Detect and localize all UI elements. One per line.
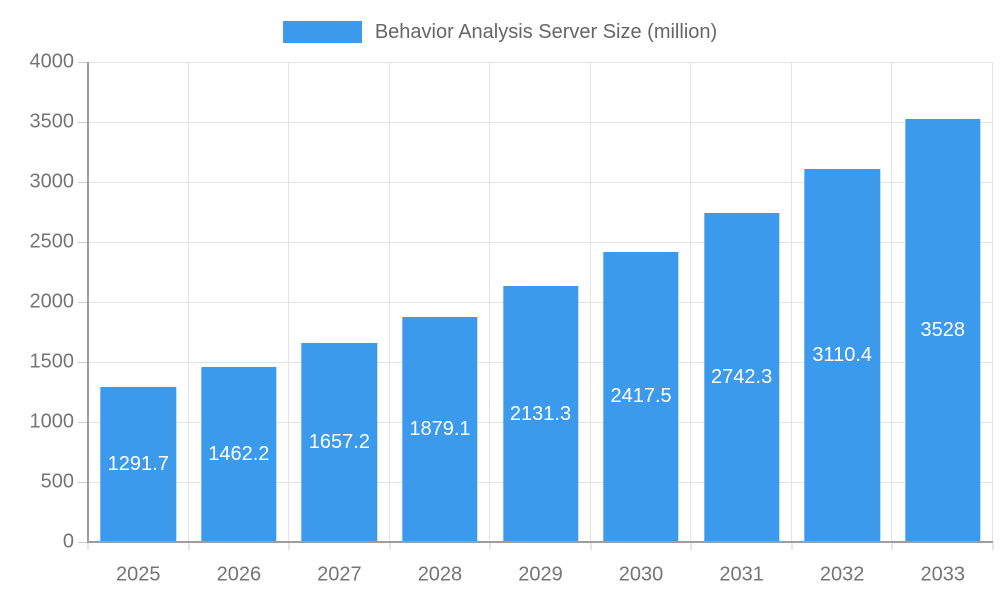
x-tick-mark (489, 542, 491, 550)
bar-value-label: 1657.2 (308, 431, 370, 454)
x-tick-mark (590, 542, 592, 550)
gridline-v (690, 62, 692, 542)
bar-value-label: 1462.2 (208, 442, 270, 465)
gridline-v (187, 62, 189, 542)
legend-swatch-icon (282, 21, 362, 43)
x-tick-label: 2031 (719, 563, 764, 586)
bar-value-label: 2742.3 (711, 365, 773, 388)
x-tick-mark (288, 542, 290, 550)
x-tick-mark (389, 542, 391, 550)
bar-value-label: 3528 (920, 318, 965, 341)
gridline-h (88, 242, 993, 243)
x-tick-label: 2026 (216, 563, 262, 586)
y-tick-label: 3000 (29, 170, 75, 193)
x-tick-label: 2027 (317, 563, 362, 586)
x-tick-mark (791, 542, 793, 550)
bar-2031[interactable]: 2742.3 (703, 212, 780, 542)
x-tick-mark (891, 542, 893, 550)
gridline-v (288, 62, 290, 542)
x-tick-label: 2028 (417, 563, 463, 586)
y-tick-label: 0 (62, 530, 74, 553)
x-tick-mark (87, 542, 89, 550)
bar-value-label: 2417.5 (610, 385, 672, 408)
y-tick-label: 1500 (29, 350, 75, 373)
x-tick-mark (188, 542, 190, 550)
bar-2030[interactable]: 2417.5 (603, 251, 679, 542)
y-tick-mark (78, 302, 88, 303)
bar-value-label: 2131.3 (509, 402, 572, 425)
x-tick-label: 2033 (920, 563, 965, 586)
gridline-h (88, 182, 993, 183)
plot-area: 1291.7 1462.2 1657.2 1879.1 2131.3 2417.5 2742… (78, 62, 993, 543)
y-tick-mark (78, 242, 88, 243)
x-tick-label: 2029 (518, 563, 563, 586)
bar-value-label: 3110.4 (812, 343, 872, 366)
y-tick-mark (78, 62, 88, 63)
y-tick-label: 1000 (29, 410, 75, 433)
x-tick-mark (690, 542, 692, 550)
y-tick-mark (78, 362, 88, 363)
x-tick-label: 2025 (116, 563, 161, 586)
gridline-v (388, 62, 390, 542)
bar-value-label: 1291.7 (107, 453, 169, 475)
y-tick-mark (78, 542, 88, 543)
gridline-v (790, 62, 792, 542)
bar-2033[interactable]: 3528 (905, 118, 981, 542)
bar-2026[interactable]: 1462.2 (201, 366, 277, 542)
legend-label: Behavior Analysis Server Size (million) (374, 21, 718, 43)
bar-2025[interactable]: 1291.7 (100, 387, 176, 542)
x-axis-labels: 2025 2026 2027 2028 2029 2030 2031 2032 2033 (87, 542, 994, 592)
y-tick-label: 3500 (29, 110, 75, 133)
bar-2027[interactable]: 1657.2 (301, 343, 378, 542)
y-axis-line (87, 62, 89, 542)
y-tick-mark (78, 482, 88, 483)
bar-2029[interactable]: 2131.3 (502, 286, 579, 542)
y-tick-label: 2500 (29, 230, 75, 253)
gridline-h (88, 62, 993, 63)
gridline-v (992, 62, 993, 542)
y-tick-label: 4000 (29, 50, 75, 73)
y-tick-label: 500 (40, 470, 74, 493)
bar-2032[interactable]: 3110.4 (804, 168, 880, 542)
y-tick-mark (78, 182, 88, 183)
x-tick-label: 2030 (618, 563, 664, 586)
legend[interactable]: Behavior Analysis Server Size (million) (0, 21, 1000, 43)
y-tick-label: 2000 (29, 290, 75, 313)
gridline-v (489, 62, 491, 542)
x-axis-line (87, 541, 993, 543)
x-tick-label: 2032 (819, 563, 865, 586)
x-tick-mark (992, 542, 994, 550)
gridline-v (891, 62, 893, 542)
bar-value-label: 1879.1 (409, 417, 471, 440)
gridline-h (88, 122, 993, 123)
y-tick-mark (78, 422, 88, 423)
gridline-v (589, 62, 591, 542)
y-axis-labels: 0 500 1000 1500 2000 2500 3000 3500 4000 (0, 51, 75, 553)
bar-2028[interactable]: 1879.1 (402, 316, 478, 542)
y-tick-mark (78, 122, 88, 123)
